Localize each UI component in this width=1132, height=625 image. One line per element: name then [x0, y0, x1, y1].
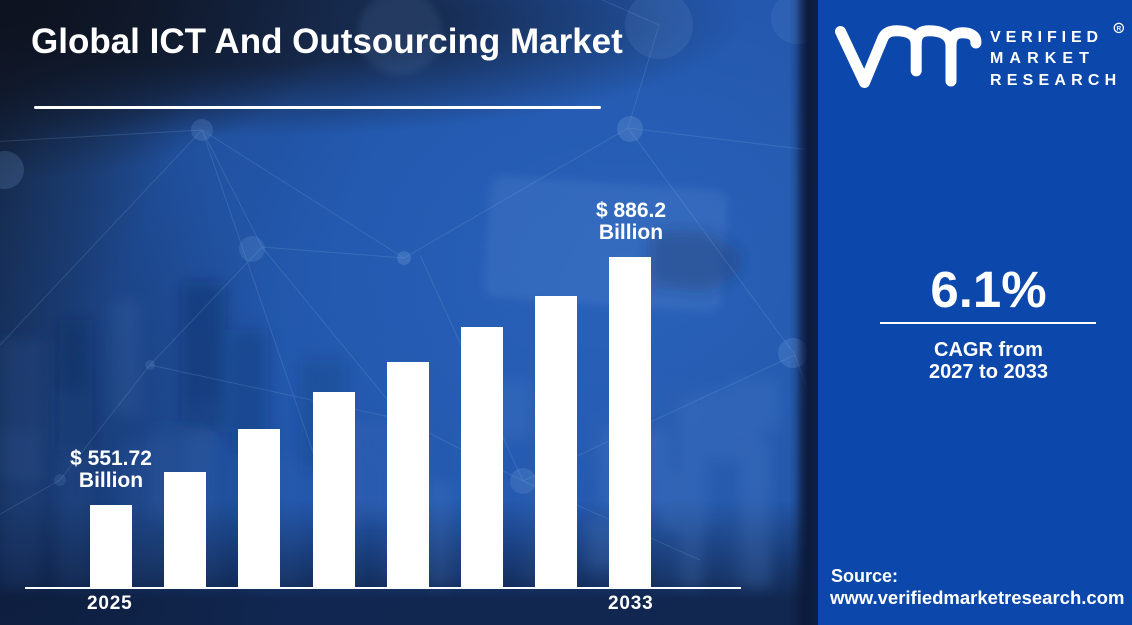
svg-text:R: R: [1116, 25, 1121, 32]
